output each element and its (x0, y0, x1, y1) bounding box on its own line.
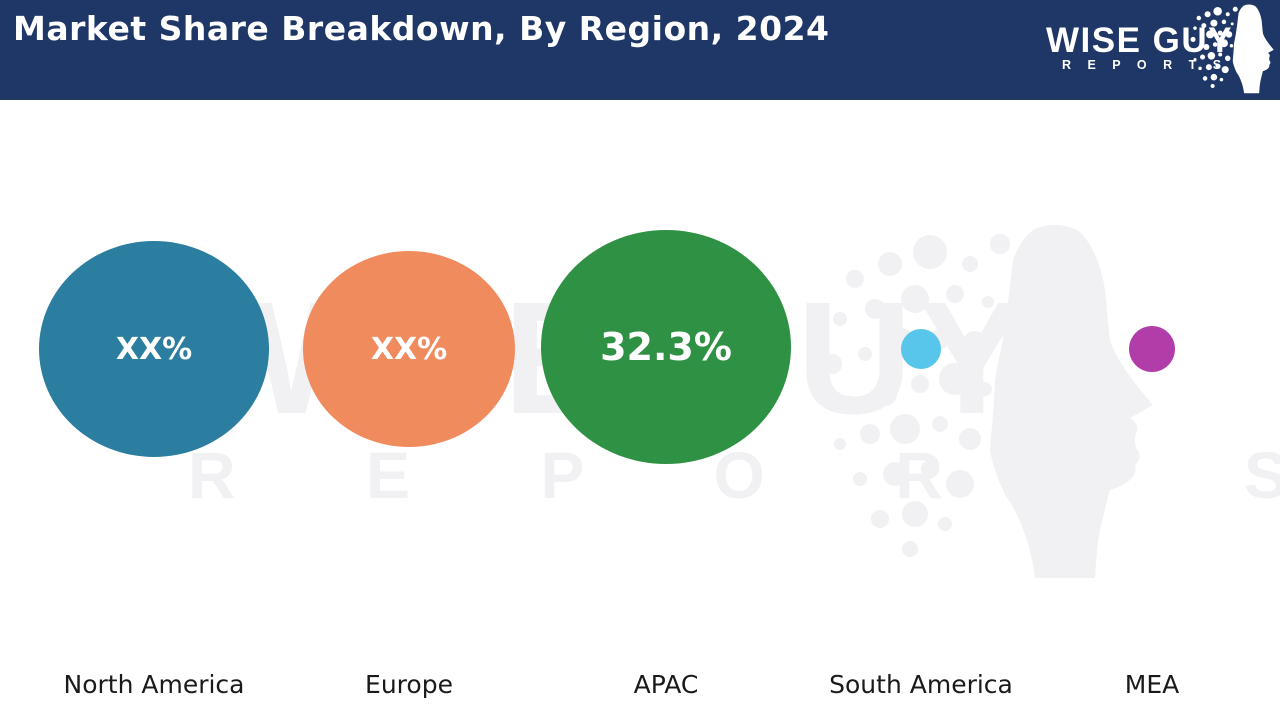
bubble-mea (1129, 326, 1175, 372)
bubble-value-label: XX% (370, 331, 448, 367)
logo-wordmark: WISE GUY (1046, 21, 1234, 60)
bubble-north-america: XX% (39, 241, 269, 457)
header-bar: Market Share Breakdown, By Region, 2024 … (0, 0, 1280, 100)
bubble-value-label: 32.3% (600, 325, 732, 369)
page-title: Market Share Breakdown, By Region, 2024 (13, 9, 830, 48)
category-label-north-america: North America (63, 670, 245, 699)
category-label-mea: MEA (1124, 670, 1180, 699)
watermark-head-icon (820, 224, 1154, 580)
category-label-europe: Europe (365, 670, 453, 699)
category-label-apac: APAC (633, 670, 699, 699)
logo-subtitle: R E P O R T S (1062, 58, 1228, 72)
bubble-chart: WISE GUY R E P O R T S XX%XX%32.3% North… (0, 100, 1280, 720)
bubble-value-label: XX% (115, 331, 193, 367)
bubble-south-america (901, 329, 941, 369)
bubble-apac: 32.3% (541, 230, 791, 464)
wise-guy-head-icon (1190, 4, 1274, 94)
bubble-europe: XX% (303, 251, 515, 447)
category-label-south-america: South America (829, 670, 1013, 699)
